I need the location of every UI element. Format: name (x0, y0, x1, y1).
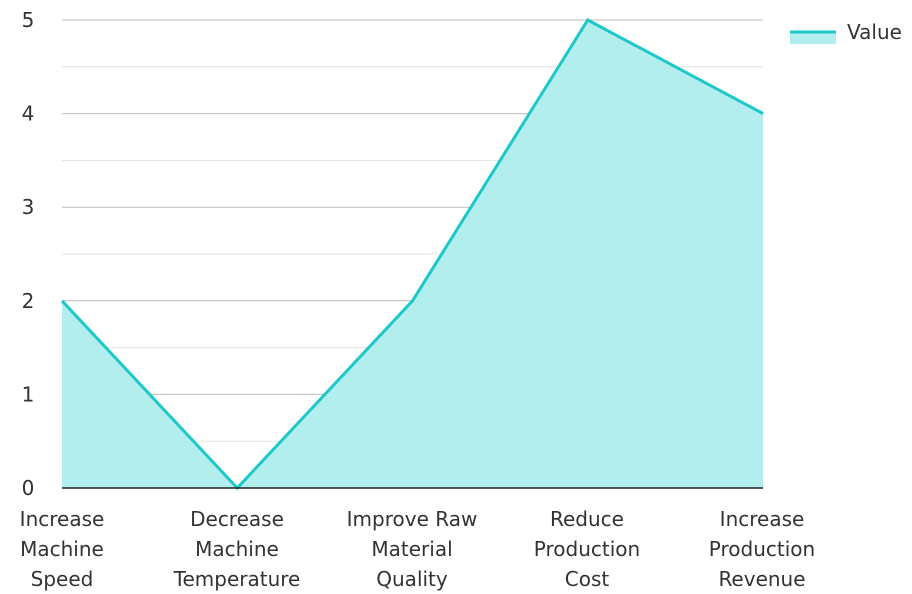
x-tick-label: Improve Raw Material Quality (347, 507, 478, 591)
x-tick-label: Increase Production Revenue (709, 507, 815, 591)
x-axis-ticks: Increase Machine Speed Decrease Machine Tempe… (20, 507, 816, 591)
legend-swatch (790, 32, 836, 44)
x-tick-label: Decrease Machine Temperature (173, 507, 301, 591)
legend-label-value: Value (847, 20, 902, 44)
y-tick-label: 4 (22, 102, 35, 126)
legend: Value (790, 20, 902, 44)
x-tick-label: Increase Machine Speed (20, 507, 105, 591)
y-tick-label: 2 (22, 289, 35, 313)
series-area-fill (62, 20, 763, 488)
y-tick-label: 0 (22, 476, 35, 500)
y-tick-label: 5 (22, 8, 35, 32)
series-line (60, 18, 764, 491)
y-axis-ticks: 0 1 2 3 4 5 (22, 8, 35, 500)
grid-lines (62, 19, 763, 442)
y-tick-label: 1 (22, 382, 35, 406)
x-tick-label: Reduce Production Cost (534, 507, 640, 591)
y-tick-label: 3 (22, 195, 35, 219)
